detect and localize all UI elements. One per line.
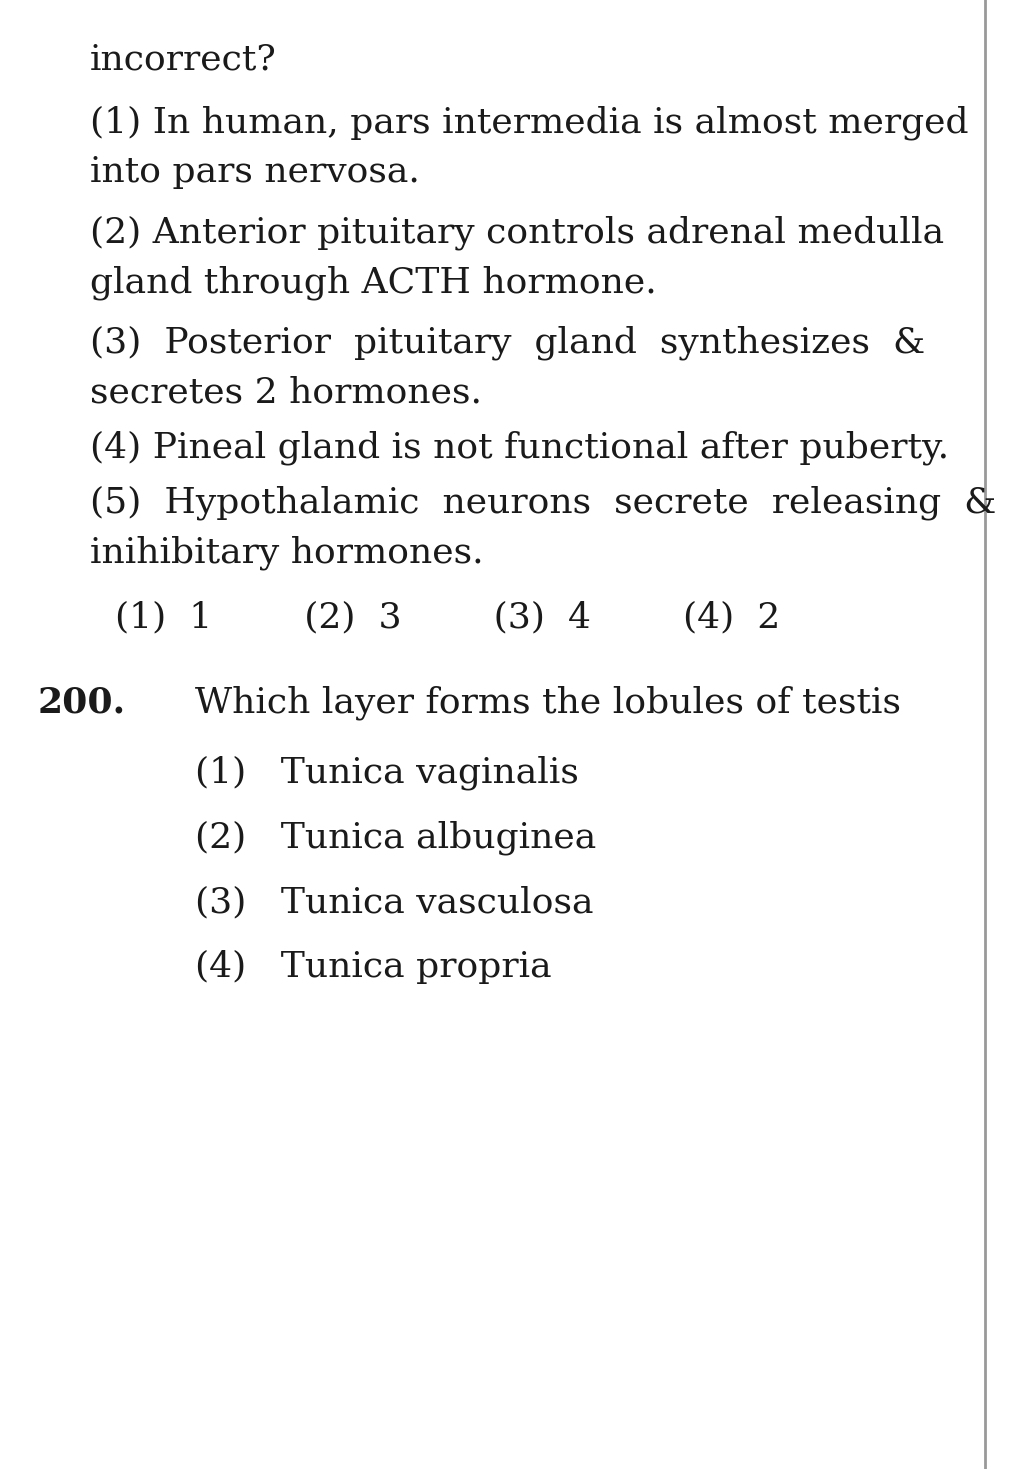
Text: gland through ACTH hormone.: gland through ACTH hormone. <box>90 264 656 300</box>
Text: (5)  Hypothalamic  neurons  secrete  releasing  &: (5) Hypothalamic neurons secrete releasi… <box>90 485 996 520</box>
Text: (3)   Tunica vasculosa: (3) Tunica vasculosa <box>195 884 594 920</box>
Text: inihibitary hormones.: inihibitary hormones. <box>90 535 483 570</box>
Text: (4) Pineal gland is not functional after puberty.: (4) Pineal gland is not functional after… <box>90 430 949 464</box>
Text: 200.: 200. <box>38 685 126 718</box>
Text: into pars nervosa.: into pars nervosa. <box>90 156 420 190</box>
Text: (1)   Tunica vaginalis: (1) Tunica vaginalis <box>195 755 579 789</box>
Text: (1) In human, pars intermedia is almost merged: (1) In human, pars intermedia is almost … <box>90 104 969 140</box>
Text: (1)  1        (2)  3        (3)  4        (4)  2: (1) 1 (2) 3 (3) 4 (4) 2 <box>115 599 780 635</box>
Text: (2)   Tunica albuginea: (2) Tunica albuginea <box>195 820 596 855</box>
Text: (4)   Tunica propria: (4) Tunica propria <box>195 950 552 984</box>
Text: Which layer forms the lobules of testis: Which layer forms the lobules of testis <box>195 685 901 720</box>
Text: (3)  Posterior  pituitary  gland  synthesizes  &: (3) Posterior pituitary gland synthesize… <box>90 325 926 360</box>
Text: incorrect?: incorrect? <box>90 43 276 76</box>
Text: (2) Anterior pituitary controls adrenal medulla: (2) Anterior pituitary controls adrenal … <box>90 214 944 250</box>
Text: secretes 2 hormones.: secretes 2 hormones. <box>90 375 482 408</box>
